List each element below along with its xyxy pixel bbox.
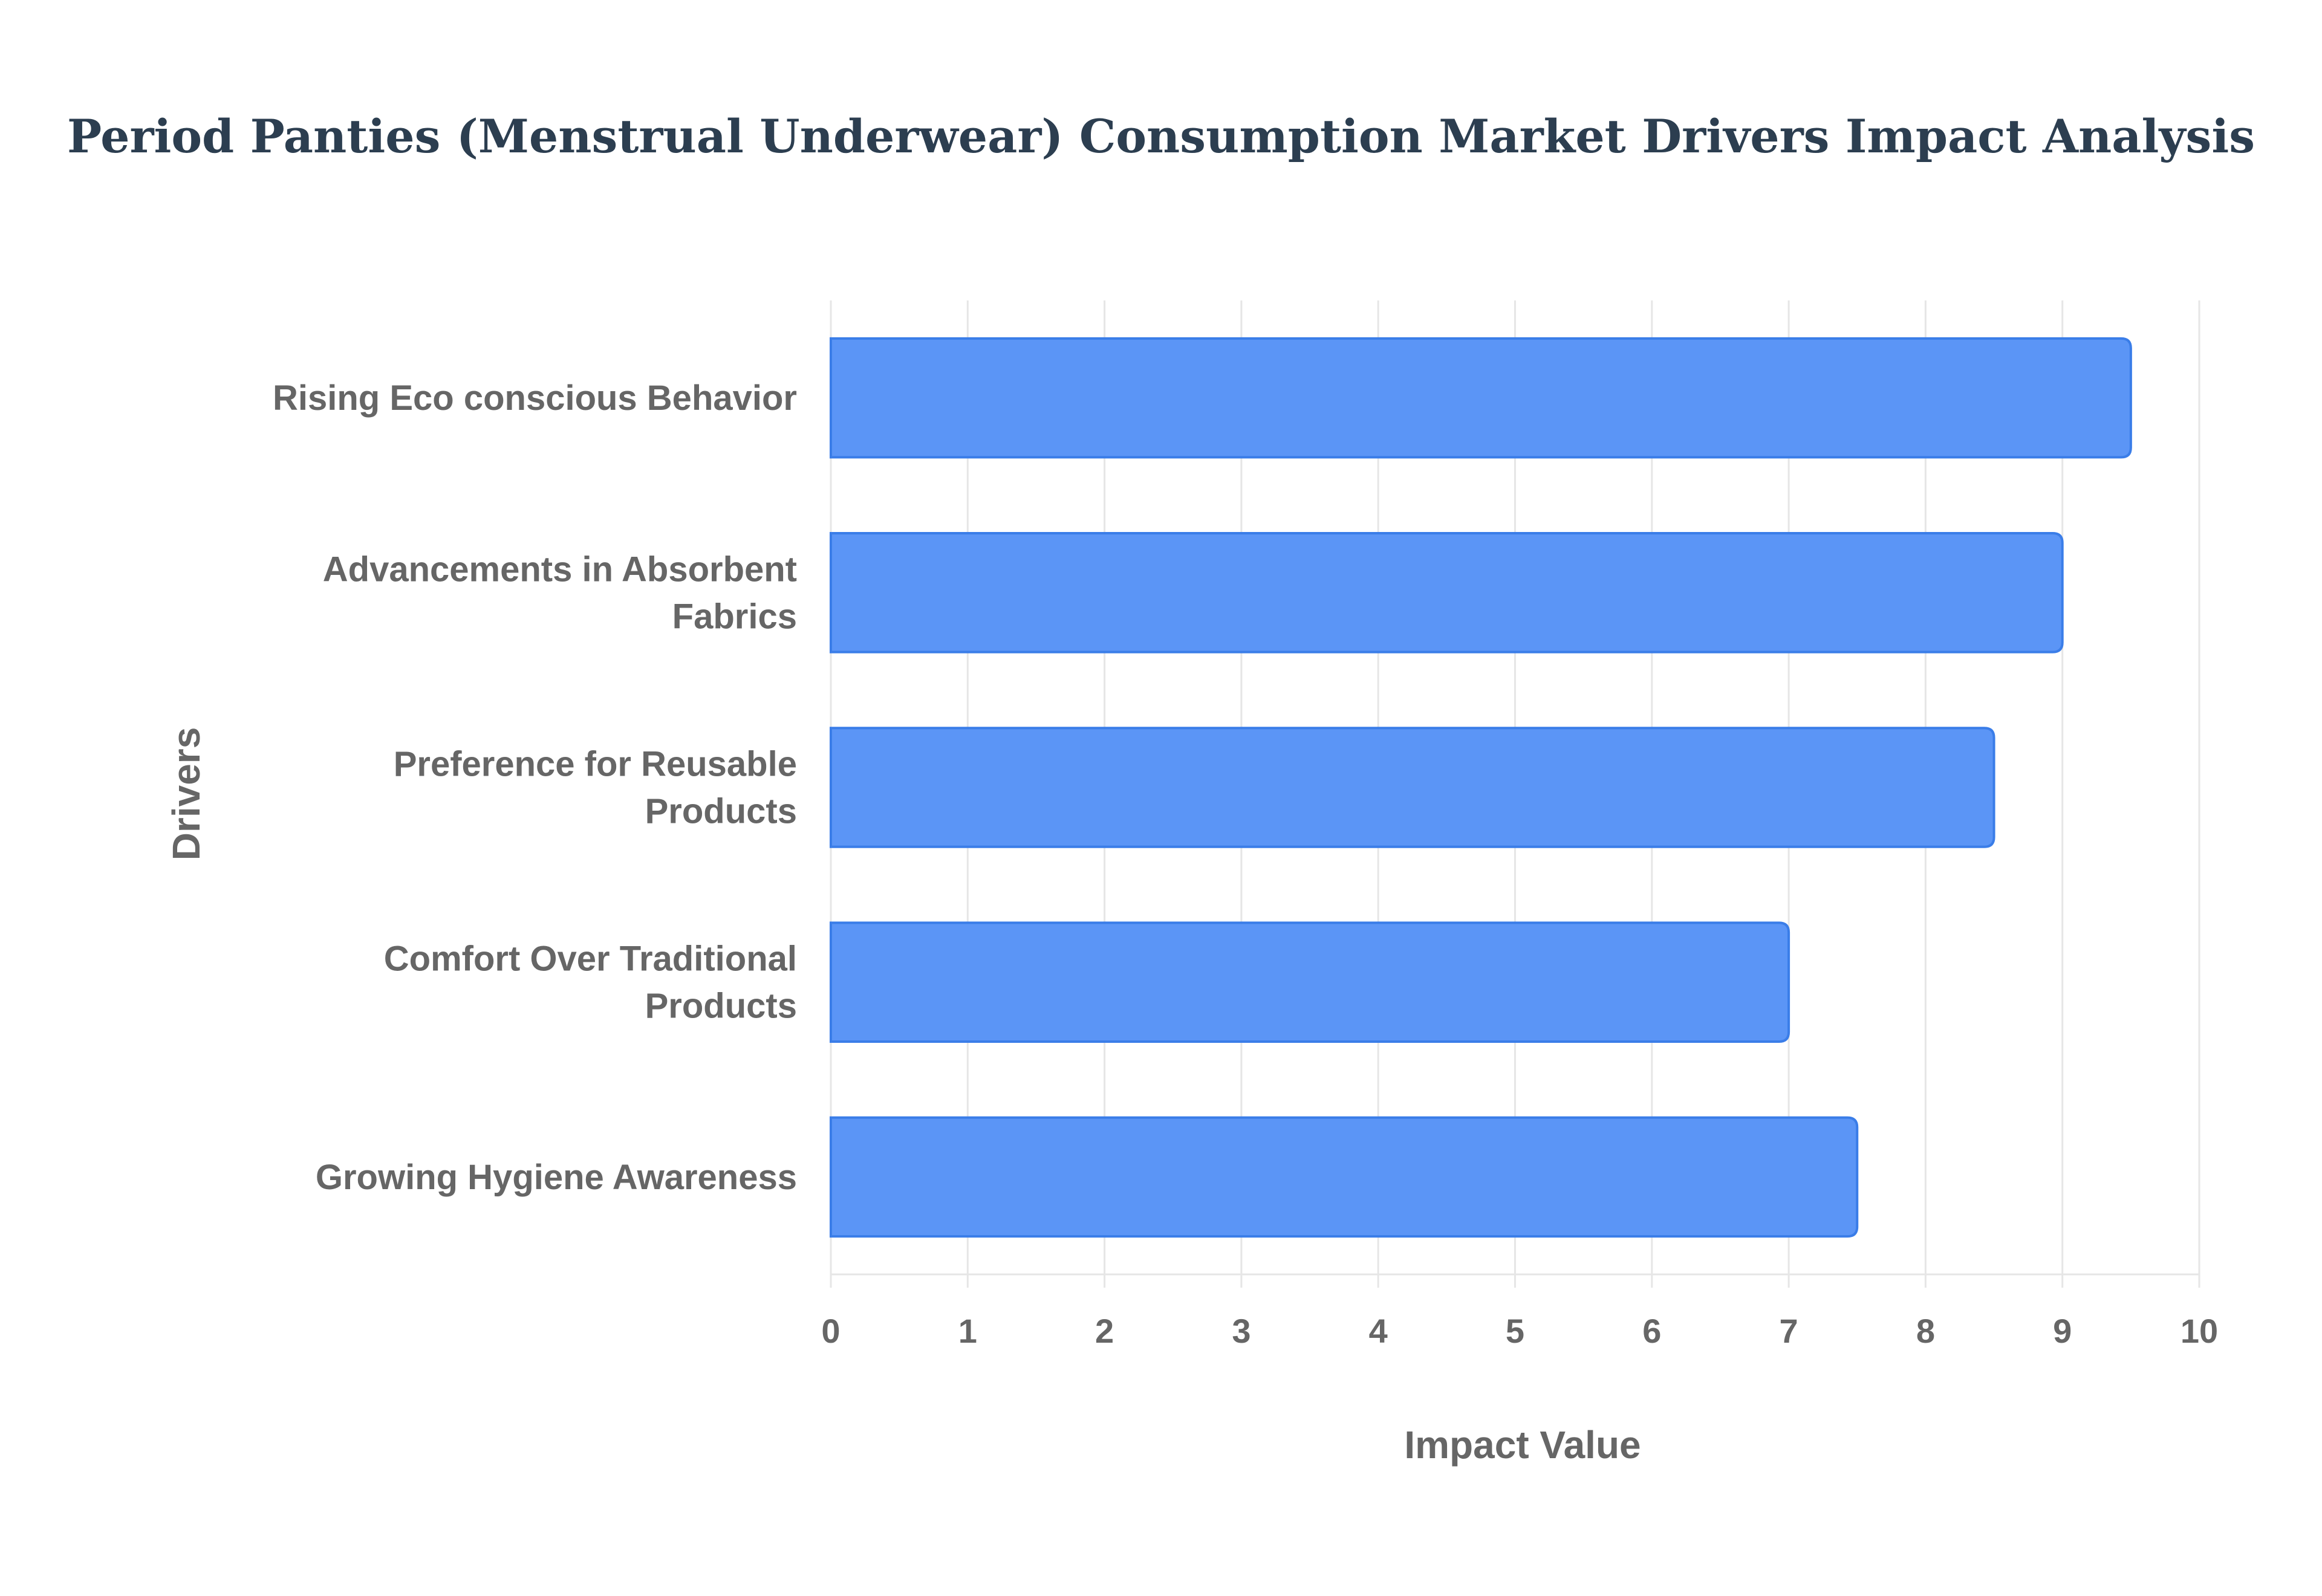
- bar: [830, 337, 2132, 459]
- x-tick-label: 10: [2181, 1312, 2218, 1350]
- x-axis-title: Impact Value: [1404, 1423, 1641, 1467]
- chart-title: Period Panties (Menstrual Underwear) Con…: [67, 109, 2255, 163]
- x-tick-label: 3: [1232, 1312, 1250, 1350]
- x-tick-label: 5: [1506, 1312, 1524, 1350]
- x-tick-label: 6: [1642, 1312, 1661, 1350]
- bar: [830, 532, 2064, 654]
- x-tick-label: 7: [1780, 1312, 1798, 1350]
- y-category-label: Comfort Over Traditional Products: [384, 939, 797, 1026]
- y-category-label: Advancements in Absorbent Fabrics: [323, 550, 797, 636]
- y-category-label: Preference for Reusable Products: [394, 745, 797, 831]
- bar: [830, 727, 1995, 848]
- x-tick-label: 0: [821, 1312, 840, 1350]
- x-tick-label: 4: [1369, 1312, 1388, 1350]
- y-category-label: Rising Eco conscious Behavior: [273, 378, 797, 418]
- y-category-label: Growing Hygiene Awareness: [316, 1158, 797, 1197]
- x-tick-label: 8: [1916, 1312, 1935, 1350]
- x-tick-label: 2: [1095, 1312, 1114, 1350]
- x-tick-label: 1: [958, 1312, 977, 1350]
- y-axis-title: Drivers: [164, 727, 208, 861]
- x-tick-label: 9: [2053, 1312, 2072, 1350]
- y-axis-categories: Rising Eco conscious Behavior Advancement…: [273, 378, 797, 1197]
- bars: [830, 337, 2132, 1238]
- bar: [830, 1116, 1859, 1238]
- x-axis-ticks: 0 1 2 3 4 5 6 7 8 9 10: [821, 1312, 2218, 1350]
- bar: [830, 921, 1790, 1043]
